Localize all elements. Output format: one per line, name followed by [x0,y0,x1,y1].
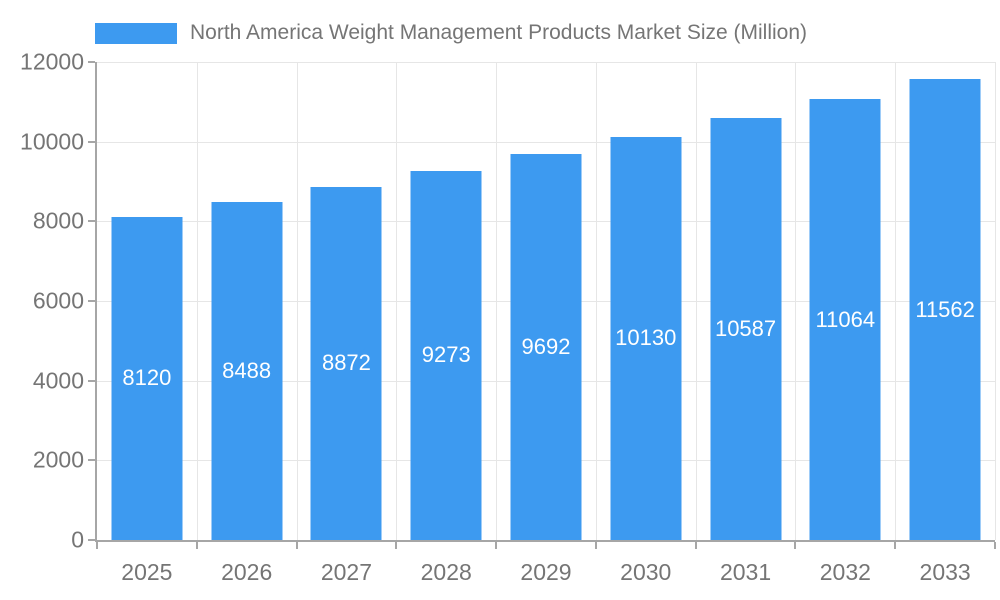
h-gridline [97,62,995,63]
x-tick-label: 2028 [420,559,472,585]
bar-2025[interactable]: 8120 [111,216,183,540]
x-axis-tick [794,542,797,549]
x-axis-tick [994,542,996,549]
x-axis-tick [594,542,597,549]
x-tick-label: 2031 [719,559,772,585]
y-axis-tick [88,539,95,541]
legend-label: North America Weight Management Products… [190,21,808,44]
x-axis-tick [295,542,298,549]
bar-value-label: 8120 [122,365,172,391]
v-gridline [196,62,198,540]
x-tick-label: 2032 [819,559,871,585]
x-axis-tick [495,542,498,549]
y-axis-tick [88,300,95,302]
x-tick-label: 2029 [520,559,572,585]
v-gridline [795,62,797,540]
v-gridline [595,62,597,540]
y-axis-tick [88,379,95,382]
y-tick-label: 4000 [32,367,84,394]
y-axis-tick [88,459,95,462]
x-axis-tick [395,542,398,549]
bar-2030[interactable]: 10130 [610,136,682,540]
bar-value-label: 8872 [321,350,371,376]
bar-value-label: 11562 [915,296,975,322]
x-tick-label: 2033 [919,559,971,585]
y-axis-tick [88,140,95,143]
y-tick-label: 2000 [32,446,84,473]
x-tick-label: 2027 [320,559,373,585]
bar-2033[interactable]: 11562 [909,79,981,540]
x-axis-line [95,540,995,542]
bar-2029[interactable]: 9692 [510,153,582,540]
bar-value-label: 9692 [521,333,571,359]
y-axis-line [95,62,97,542]
bar-2032[interactable]: 11064 [809,99,881,540]
bar-value-label: 9273 [421,342,471,368]
v-gridline [296,62,298,540]
y-tick-label: 0 [71,526,84,553]
bar-2031[interactable]: 10587 [710,118,782,540]
bar-value-label: 10587 [714,316,777,342]
y-axis-tick [88,61,95,63]
x-tick-label: 2026 [221,559,273,585]
x-axis-tick [894,542,897,549]
bar-value-label: 11064 [815,306,876,332]
bar-2028[interactable]: 9273 [410,170,482,540]
legend-swatch-icon [95,22,177,44]
legend[interactable]: North America Weight Management Products… [95,21,807,45]
v-gridline [695,62,697,540]
y-tick-label: 6000 [32,287,84,314]
bar-2027[interactable]: 8872 [310,186,382,540]
x-tick-label: 2030 [620,559,672,585]
v-gridline [396,62,398,540]
v-gridline [995,62,996,540]
y-tick-label: 10000 [20,128,84,155]
h-gridline [97,141,995,143]
y-tick-label: 8000 [32,207,84,234]
x-axis-tick [195,542,198,549]
y-tick-label: 12000 [20,48,84,75]
x-tick-label: 2025 [121,559,173,585]
plot-area: 8120 8488 8872 9273 9692 10130 10587 11064 11562… [20,49,996,585]
bar-value-label: 8488 [222,357,272,383]
y-axis-tick [88,220,95,223]
x-axis-tick [694,542,697,549]
x-axis-tick [96,542,98,549]
bar-2026[interactable]: 8488 [211,201,283,540]
bar-value-label: 10130 [615,325,677,351]
v-gridline [895,62,897,540]
v-gridline [496,62,498,540]
